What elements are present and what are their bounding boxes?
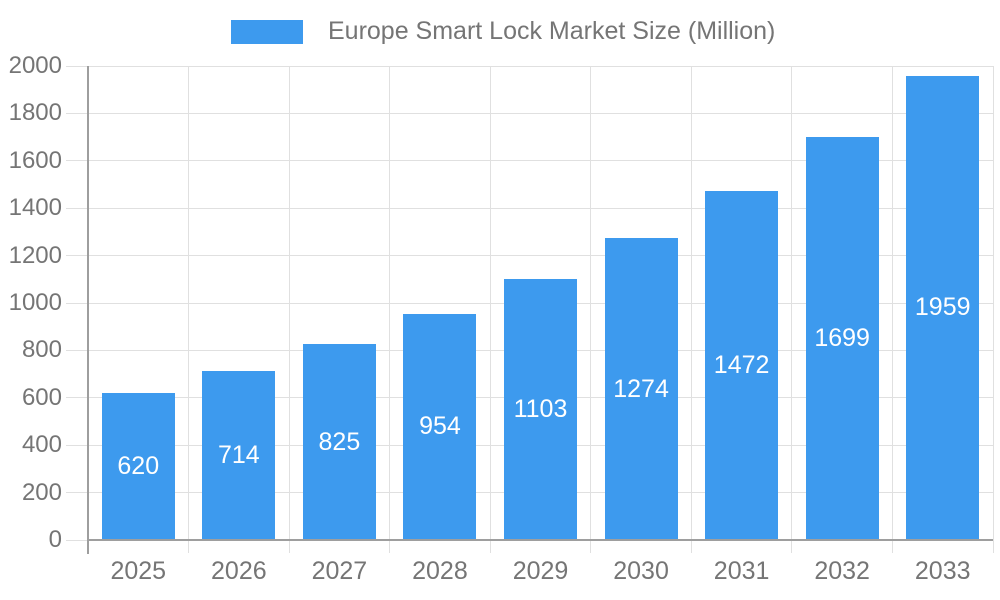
bar-value-label: 1959 [914,293,971,322]
y-tick-label: 0 [48,526,62,553]
y-gridline [66,207,993,209]
y-tick-label: 200 [21,478,62,506]
y-tick-label: 1200 [8,241,62,269]
y-tick-label: 600 [21,383,62,411]
x-tick-label: 2028 [412,557,468,585]
x-tick-label: 2030 [613,557,669,585]
bar: 714 [202,370,276,540]
y-gridline [66,112,993,114]
y-tick-label: 800 [21,336,62,364]
x-gridline [891,66,893,553]
bar-value-label: 714 [217,440,260,469]
bar-value-label: 1699 [814,324,870,353]
x-gridline [288,66,290,553]
x-gridline [590,66,592,553]
y-tick-label: 1400 [8,194,62,222]
bar-value-label: 1103 [513,394,568,423]
bar-value-label: 825 [318,427,361,456]
legend-swatch [231,19,303,44]
bar: 1274 [604,238,678,540]
bar: 1699 [805,137,879,540]
x-tick-label: 2025 [110,557,167,585]
x-tick-label: 2033 [914,557,971,585]
y-tick-label: 1600 [8,146,62,174]
x-tick-label: 2026 [211,557,267,585]
y-tick-label: 2000 [8,52,62,79]
y-gridline [66,160,993,162]
bar-value-label: 1274 [613,374,669,403]
x-tick-label: 2029 [512,557,569,585]
x-gridline [188,66,190,553]
bar: 1959 [906,75,980,540]
bar: 825 [302,344,376,540]
y-gridline [66,255,993,257]
bar: 1103 [504,278,577,540]
x-gridline [690,66,692,553]
legend: Europe Smart Lock Market Size (Million) [231,17,775,46]
bar-value-label: 954 [419,412,461,441]
x-gridline [791,66,793,553]
y-tick-label: 1800 [8,99,62,127]
x-gridline [389,66,391,553]
y-tick-label: 1000 [8,289,62,316]
bar: 1472 [705,191,779,540]
y-gridline [66,65,993,67]
x-tick-label: 2027 [311,557,368,585]
y-tick-label: 400 [21,431,62,459]
bar-value-label: 1472 [713,351,770,380]
x-gridline [489,66,491,553]
bar-value-label: 620 [117,452,160,481]
y-axis-line [87,66,89,554]
x-axis-line [88,539,993,541]
x-tick-label: 2032 [814,557,870,585]
bar: 954 [403,313,477,540]
legend-label: Europe Smart Lock Market Size (Million) [328,17,776,45]
x-gridline [992,66,994,553]
x-tick-label: 2031 [713,557,770,585]
bar: 620 [101,393,175,540]
